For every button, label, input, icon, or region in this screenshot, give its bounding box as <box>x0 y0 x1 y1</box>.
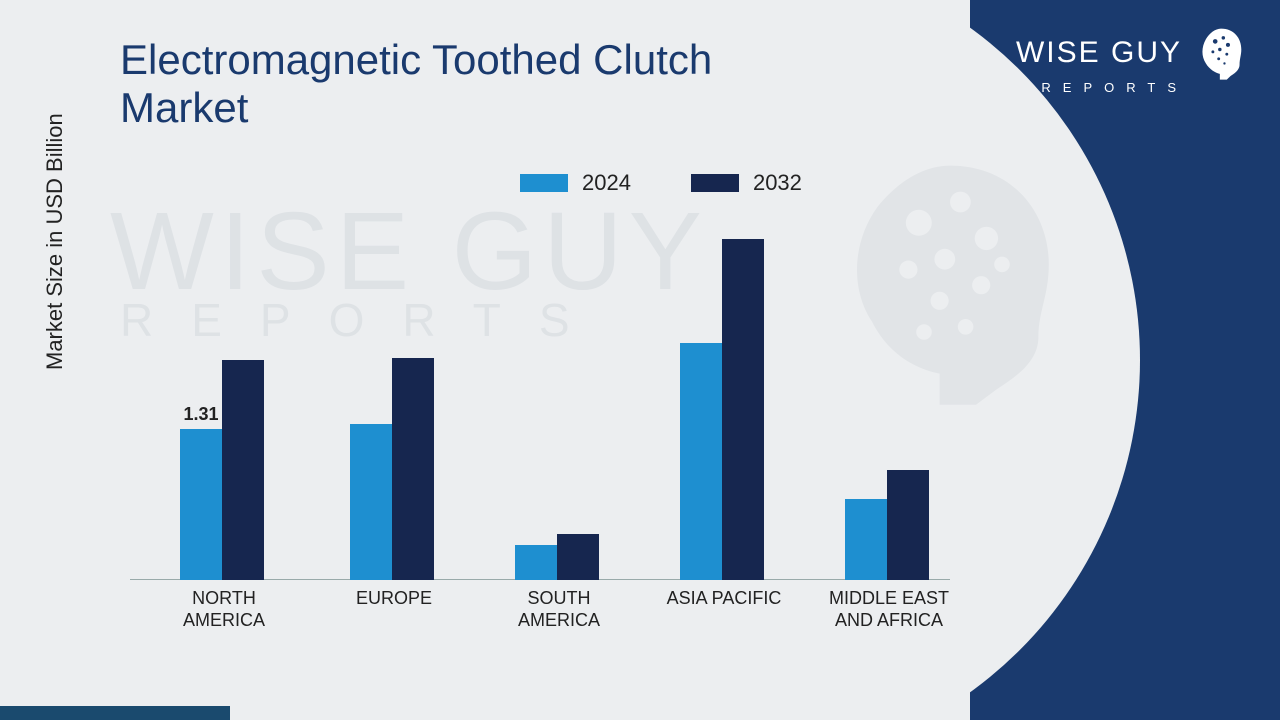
bar-y2032 <box>722 239 764 580</box>
bar-y2024 <box>180 429 222 580</box>
category-label: SOUTH AMERICA <box>489 588 629 631</box>
category-label: MIDDLE EAST AND AFRICA <box>819 588 959 631</box>
bar-y2024 <box>680 343 722 580</box>
bar-y2032 <box>222 360 264 580</box>
brand-panel <box>970 0 1280 720</box>
legend-swatch <box>691 174 739 192</box>
y-axis-label: Market Size in USD Billion <box>42 113 68 370</box>
legend: 2024 2032 <box>520 170 802 196</box>
category-label: EUROPE <box>324 588 464 610</box>
chart-area: Market Size in USD Billion 20242032 1.31… <box>90 170 970 690</box>
brand-name-line1: WISE GUY <box>1016 36 1182 70</box>
brand-head-icon <box>1192 24 1250 82</box>
chart-title: Electromagnetic Toothed Clutch Market <box>120 36 840 133</box>
bar-y2024 <box>350 424 392 580</box>
legend-item-y2024: 2024 <box>520 170 631 196</box>
bar-value-label: 1.31 <box>180 404 222 425</box>
brand-logo: WISE GUY REPORTS <box>1016 24 1250 95</box>
brand-name-line2: REPORTS <box>1016 80 1188 95</box>
bar-y2024 <box>515 545 557 580</box>
bar-y2024 <box>845 499 887 580</box>
bottom-accent-bar <box>0 706 230 720</box>
plot-area: 1.31NORTH AMERICAEUROPESOUTH AMERICAASIA… <box>130 210 950 580</box>
bar-y2032 <box>392 358 434 580</box>
legend-label: 2024 <box>582 170 631 196</box>
category-label: NORTH AMERICA <box>154 588 294 631</box>
legend-label: 2032 <box>753 170 802 196</box>
legend-item-y2032: 2032 <box>691 170 802 196</box>
legend-swatch <box>520 174 568 192</box>
category-label: ASIA PACIFIC <box>654 588 794 610</box>
bar-y2032 <box>887 470 929 580</box>
bar-y2032 <box>557 534 599 580</box>
